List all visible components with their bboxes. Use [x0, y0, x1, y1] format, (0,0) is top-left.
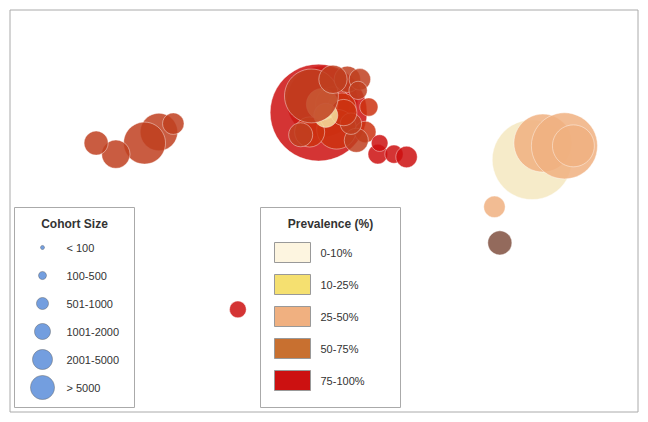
svg-text:50-75%: 50-75%	[321, 343, 359, 355]
svg-text:< 100: < 100	[67, 242, 95, 254]
svg-text:Prevalence (%): Prevalence (%)	[288, 217, 373, 231]
svg-text:1001-2000: 1001-2000	[67, 326, 120, 338]
svg-text:25-50%: 25-50%	[321, 311, 359, 323]
svg-text:> 5000: > 5000	[67, 382, 101, 394]
svg-text:75-100%: 75-100%	[321, 375, 365, 387]
svg-text:0-10%: 0-10%	[321, 247, 353, 259]
svg-text:501-1000: 501-1000	[67, 298, 114, 310]
svg-text:2001-5000: 2001-5000	[67, 354, 120, 366]
svg-text:Cohort Size: Cohort Size	[41, 217, 108, 231]
svg-text:10-25%: 10-25%	[321, 279, 359, 291]
svg-text:100-500: 100-500	[67, 270, 107, 282]
